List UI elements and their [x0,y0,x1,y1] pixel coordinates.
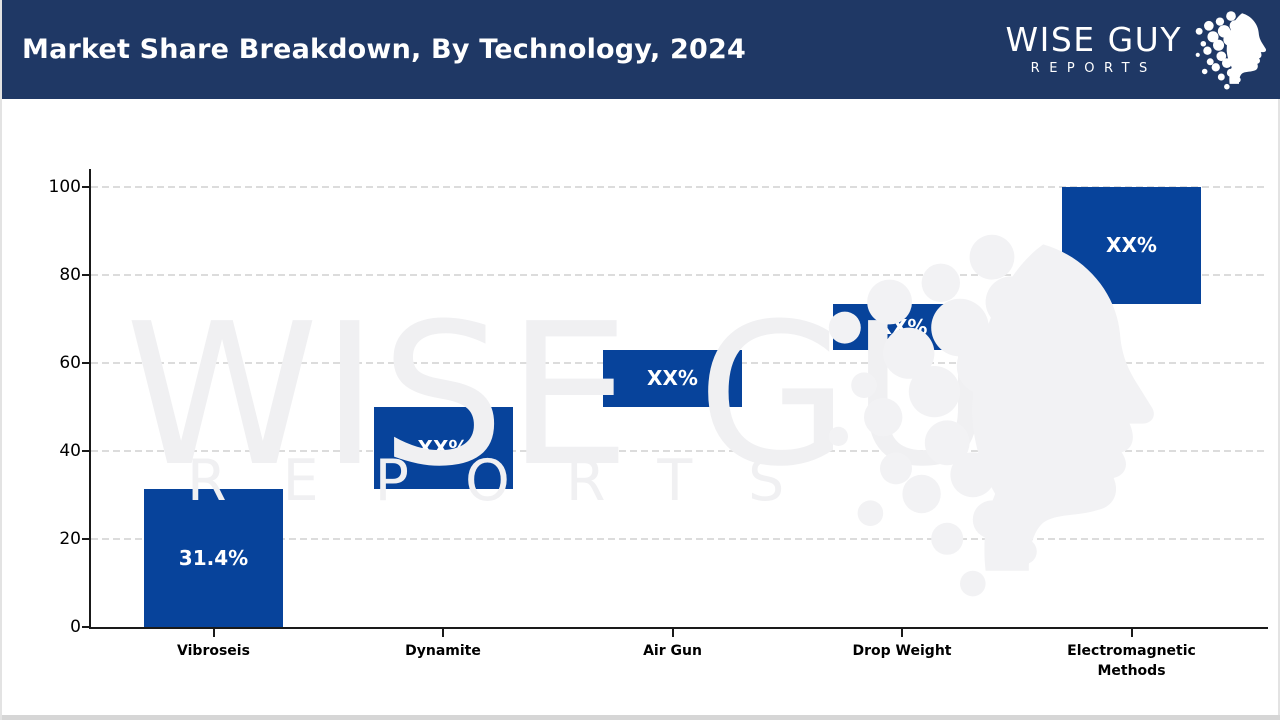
x-tick-mark [671,629,674,637]
footer-strip [2,715,1280,720]
gridline-40 [91,450,1266,452]
gridline-100 [91,186,1266,188]
y-tick-label: 80 [59,265,81,285]
y-tick-label: 20 [59,529,81,549]
y-tick-mark [82,362,89,364]
x-tick-label: Drop Weight [852,643,952,659]
y-tick-label: 100 [48,177,81,197]
y-tick-label: 0 [70,617,81,637]
bar-value-label: XX% [1106,233,1157,258]
y-tick-label: 40 [59,441,81,461]
y-tick-mark [82,450,89,452]
bar-air-gun: XX% [603,349,742,407]
bar-value-label: XX% [876,314,928,339]
header-bar: Market Share Breakdown, By Technology, 2… [2,0,1280,99]
x-tick-label: Dynamite [405,643,481,659]
brand-logo: WISE GUY REPORTS [1005,0,1274,99]
y-tick-mark [82,538,89,540]
y-tick-mark [82,626,89,628]
y-tick-mark [82,186,89,188]
bar-value-label: XX% [647,366,698,391]
gridline-20 [91,538,1266,540]
x-tick-label: Electromagnetic Methods [1067,643,1196,680]
page-title: Market Share Breakdown, By Technology, 2… [22,34,747,65]
y-tick-mark [82,274,89,276]
bar-electromagnetic-methods: XX% [1062,187,1201,304]
brand-wordmark: WISE GUY [1005,20,1182,59]
x-tick-label: Vibroseis [177,643,250,659]
x-tick-label: Air Gun [643,643,702,659]
bar-value-label: XX% [417,435,469,460]
gridline-80 [91,274,1266,276]
x-tick-mark [1130,629,1133,637]
brand-wordmark-sub: REPORTS [1030,61,1157,76]
bar-vibroseis: 31.4% [144,488,283,627]
y-tick-label: 60 [59,353,81,373]
x-tick-mark [901,629,903,637]
bar-value-label: 31.4% [178,545,249,570]
x-tick-mark [212,629,215,637]
x-tick-mark [442,629,444,637]
x-axis-line [89,627,1268,629]
bar-dynamite: XX% [373,407,513,489]
brand-head-logo-icon [1188,5,1274,95]
bar-drop-weight: XX% [832,303,972,350]
y-axis-line [89,169,91,629]
